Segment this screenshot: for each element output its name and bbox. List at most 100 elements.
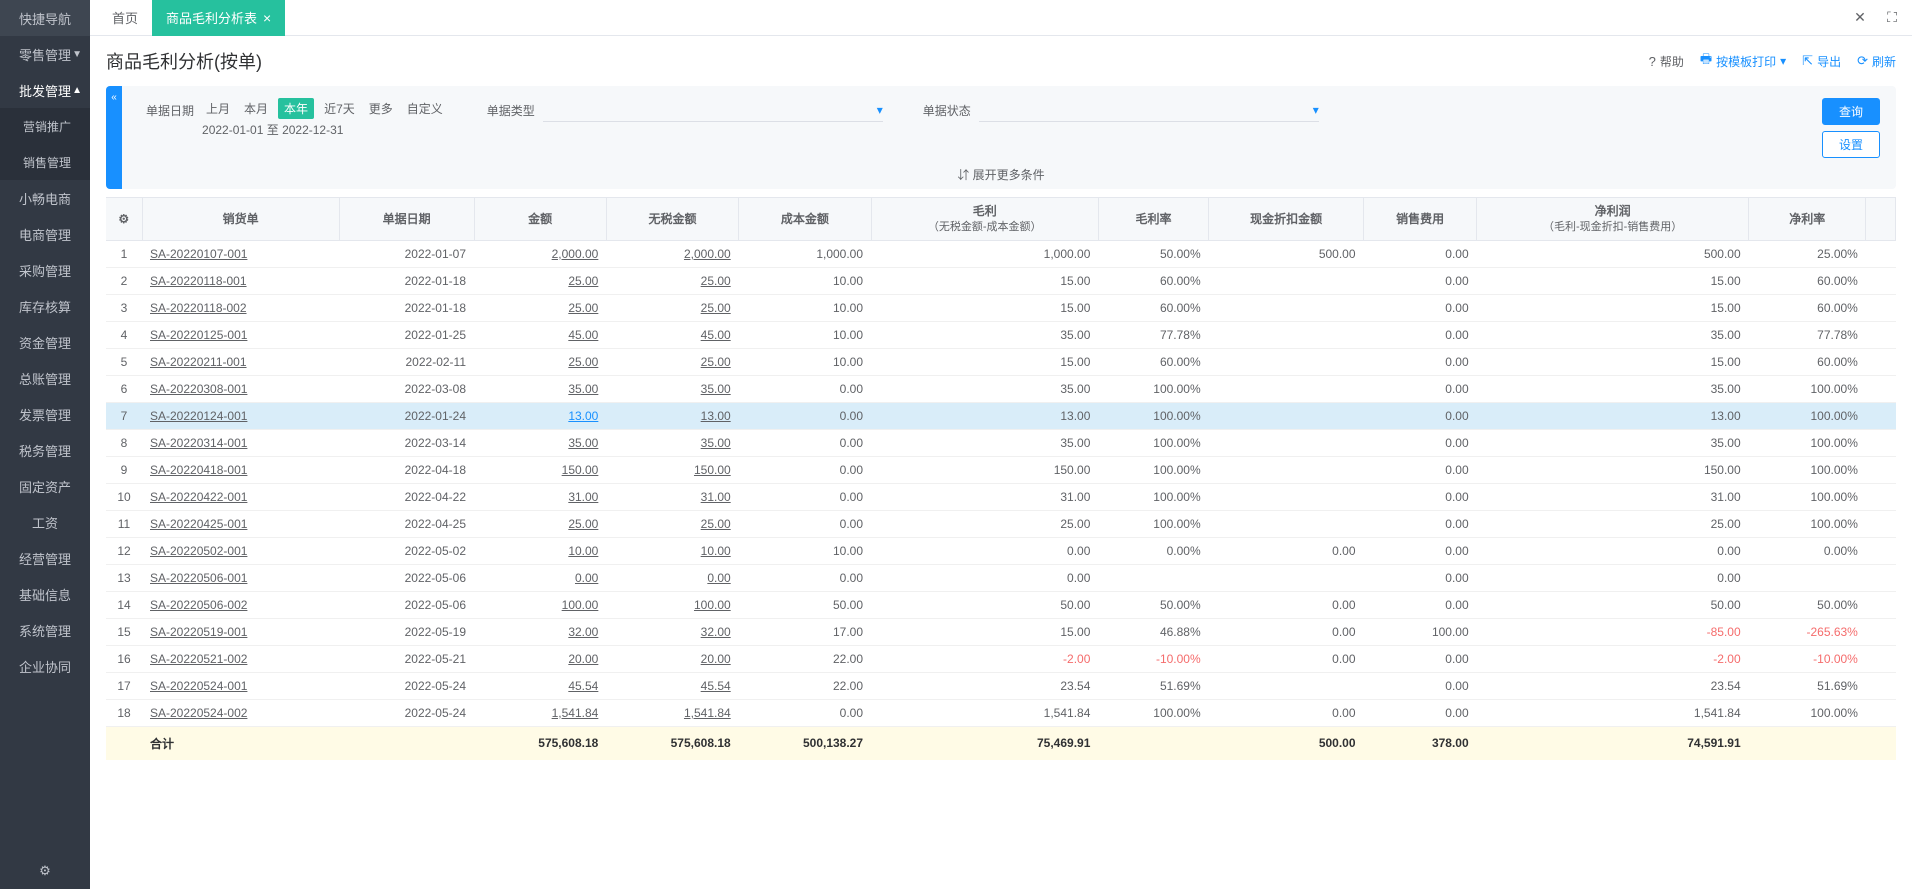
notax-link[interactable]: 32.00 [701, 625, 731, 639]
sidebar-item[interactable]: 税务管理 [0, 432, 90, 468]
doc-link[interactable]: SA-20220422-001 [150, 490, 247, 504]
sidebar-item[interactable]: 电商管理 [0, 216, 90, 252]
sidebar-item[interactable]: 基础信息 [0, 576, 90, 612]
doc-link[interactable]: SA-20220118-001 [150, 274, 247, 288]
notax-link[interactable]: 45.54 [701, 679, 731, 693]
date-shortcut[interactable]: 自定义 [403, 98, 447, 119]
notax-link[interactable]: 25.00 [701, 274, 731, 288]
table-row[interactable]: 10 SA-20220422-001 2022-04-22 31.00 31.0… [106, 483, 1896, 510]
table-row[interactable]: 4 SA-20220125-001 2022-01-25 45.00 45.00… [106, 321, 1896, 348]
amount-link[interactable]: 100.00 [562, 598, 599, 612]
sidebar-item[interactable]: 工资 [0, 504, 90, 540]
sidebar-item[interactable]: 资金管理 [0, 324, 90, 360]
sidebar-item[interactable]: 系统管理 [0, 612, 90, 648]
refresh-button[interactable]: ⟳刷新 [1857, 53, 1896, 70]
doc-link[interactable]: SA-20220521-002 [150, 652, 247, 666]
sidebar-item[interactable]: 库存核算 [0, 288, 90, 324]
doc-link[interactable]: SA-20220125-001 [150, 328, 247, 342]
tab-analysis[interactable]: 商品毛利分析表 × [152, 0, 285, 36]
amount-link[interactable]: 10.00 [568, 544, 598, 558]
filter-status-select[interactable]: ▾ [979, 98, 1319, 122]
close-icon[interactable]: × [263, 10, 271, 26]
sidebar-sub-item[interactable]: 营销推广 [0, 108, 90, 144]
expand-more-button[interactable]: ⇵ 展开更多条件 [122, 158, 1880, 189]
sidebar-item[interactable]: 经营管理 [0, 540, 90, 576]
settings-button[interactable]: 设置 [1822, 131, 1880, 158]
date-shortcut[interactable]: 近7天 [320, 98, 359, 119]
doc-link[interactable]: SA-20220524-002 [150, 706, 247, 720]
amount-link[interactable]: 25.00 [568, 274, 598, 288]
notax-link[interactable]: 13.00 [701, 409, 731, 423]
table-row[interactable]: 1 SA-20220107-001 2022-01-07 2,000.00 2,… [106, 240, 1896, 267]
notax-link[interactable]: 1,541.84 [684, 706, 731, 720]
amount-link[interactable]: 25.00 [568, 355, 598, 369]
amount-link[interactable]: 45.00 [568, 328, 598, 342]
doc-link[interactable]: SA-20220524-001 [150, 679, 247, 693]
fullscreen-icon[interactable]: ⛶ [1880, 6, 1904, 30]
doc-link[interactable]: SA-20220506-002 [150, 598, 247, 612]
table-row[interactable]: 2 SA-20220118-001 2022-01-18 25.00 25.00… [106, 267, 1896, 294]
doc-link[interactable]: SA-20220124-001 [150, 409, 247, 423]
table-gear-header[interactable]: ⚙ [106, 198, 142, 240]
date-shortcut[interactable]: 上月 [202, 98, 234, 119]
notax-link[interactable]: 25.00 [701, 517, 731, 531]
amount-link[interactable]: 25.00 [568, 301, 598, 315]
notax-link[interactable]: 35.00 [701, 436, 731, 450]
notax-link[interactable]: 100.00 [694, 598, 731, 612]
doc-link[interactable]: SA-20220211-001 [150, 355, 247, 369]
table-row[interactable]: 18 SA-20220524-002 2022-05-24 1,541.84 1… [106, 699, 1896, 726]
sidebar-item[interactable]: 快捷导航 [0, 0, 90, 36]
table-row[interactable]: 9 SA-20220418-001 2022-04-18 150.00 150.… [106, 456, 1896, 483]
notax-link[interactable]: 2,000.00 [684, 247, 731, 261]
sidebar-settings-icon[interactable]: ⚙ [0, 853, 90, 889]
table-row[interactable]: 12 SA-20220502-001 2022-05-02 10.00 10.0… [106, 537, 1896, 564]
filter-type-select[interactable]: ▾ [543, 98, 883, 122]
notax-link[interactable]: 35.00 [701, 382, 731, 396]
notax-link[interactable]: 45.00 [701, 328, 731, 342]
table-row[interactable]: 7 SA-20220124-001 2022-01-24 13.00 13.00… [106, 402, 1896, 429]
amount-link[interactable]: 2,000.00 [552, 247, 599, 261]
sidebar-item[interactable]: 采购管理 [0, 252, 90, 288]
table-row[interactable]: 8 SA-20220314-001 2022-03-14 35.00 35.00… [106, 429, 1896, 456]
date-shortcut[interactable]: 更多 [365, 98, 397, 119]
sidebar-item[interactable]: 企业协同 [0, 648, 90, 684]
amount-link[interactable]: 32.00 [568, 625, 598, 639]
sidebar-item[interactable]: 批发管理▲ [0, 72, 90, 108]
sidebar-item[interactable]: 小畅电商 [0, 180, 90, 216]
sidebar-item[interactable]: 发票管理 [0, 396, 90, 432]
amount-link[interactable]: 35.00 [568, 382, 598, 396]
doc-link[interactable]: SA-20220118-002 [150, 301, 247, 315]
table-row[interactable]: 5 SA-20220211-001 2022-02-11 25.00 25.00… [106, 348, 1896, 375]
amount-link[interactable]: 25.00 [568, 517, 598, 531]
notax-link[interactable]: 31.00 [701, 490, 731, 504]
notax-link[interactable]: 20.00 [701, 652, 731, 666]
table-row[interactable]: 13 SA-20220506-001 2022-05-06 0.00 0.00 … [106, 564, 1896, 591]
date-shortcut[interactable]: 本年 [278, 98, 314, 119]
notax-link[interactable]: 25.00 [701, 355, 731, 369]
date-shortcut[interactable]: 本月 [240, 98, 272, 119]
amount-link[interactable]: 35.00 [568, 436, 598, 450]
table-row[interactable]: 11 SA-20220425-001 2022-04-25 25.00 25.0… [106, 510, 1896, 537]
sidebar-item[interactable]: 总账管理 [0, 360, 90, 396]
table-row[interactable]: 17 SA-20220524-001 2022-05-24 45.54 45.5… [106, 672, 1896, 699]
help-button[interactable]: ?帮助 [1649, 53, 1684, 70]
amount-link[interactable]: 1,541.84 [552, 706, 599, 720]
amount-link[interactable]: 45.54 [568, 679, 598, 693]
table-row[interactable]: 14 SA-20220506-002 2022-05-06 100.00 100… [106, 591, 1896, 618]
close-all-icon[interactable]: ✕ [1848, 6, 1872, 30]
doc-link[interactable]: SA-20220519-001 [150, 625, 247, 639]
tab-home[interactable]: 首页 [98, 0, 152, 36]
doc-link[interactable]: SA-20220418-001 [150, 463, 247, 477]
sidebar-item[interactable]: 零售管理▼ [0, 36, 90, 72]
doc-link[interactable]: SA-20220314-001 [150, 436, 247, 450]
amount-link[interactable]: 20.00 [568, 652, 598, 666]
amount-link[interactable]: 13.00 [568, 409, 598, 423]
print-button[interactable]: 🖶按模板打印 ▾ [1700, 50, 1786, 72]
doc-link[interactable]: SA-20220107-001 [150, 247, 247, 261]
doc-link[interactable]: SA-20220502-001 [150, 544, 247, 558]
collapse-filter-button[interactable]: « [106, 86, 122, 189]
doc-link[interactable]: SA-20220425-001 [150, 517, 247, 531]
table-row[interactable]: 16 SA-20220521-002 2022-05-21 20.00 20.0… [106, 645, 1896, 672]
sidebar-item[interactable]: 固定资产 [0, 468, 90, 504]
table-row[interactable]: 15 SA-20220519-001 2022-05-19 32.00 32.0… [106, 618, 1896, 645]
